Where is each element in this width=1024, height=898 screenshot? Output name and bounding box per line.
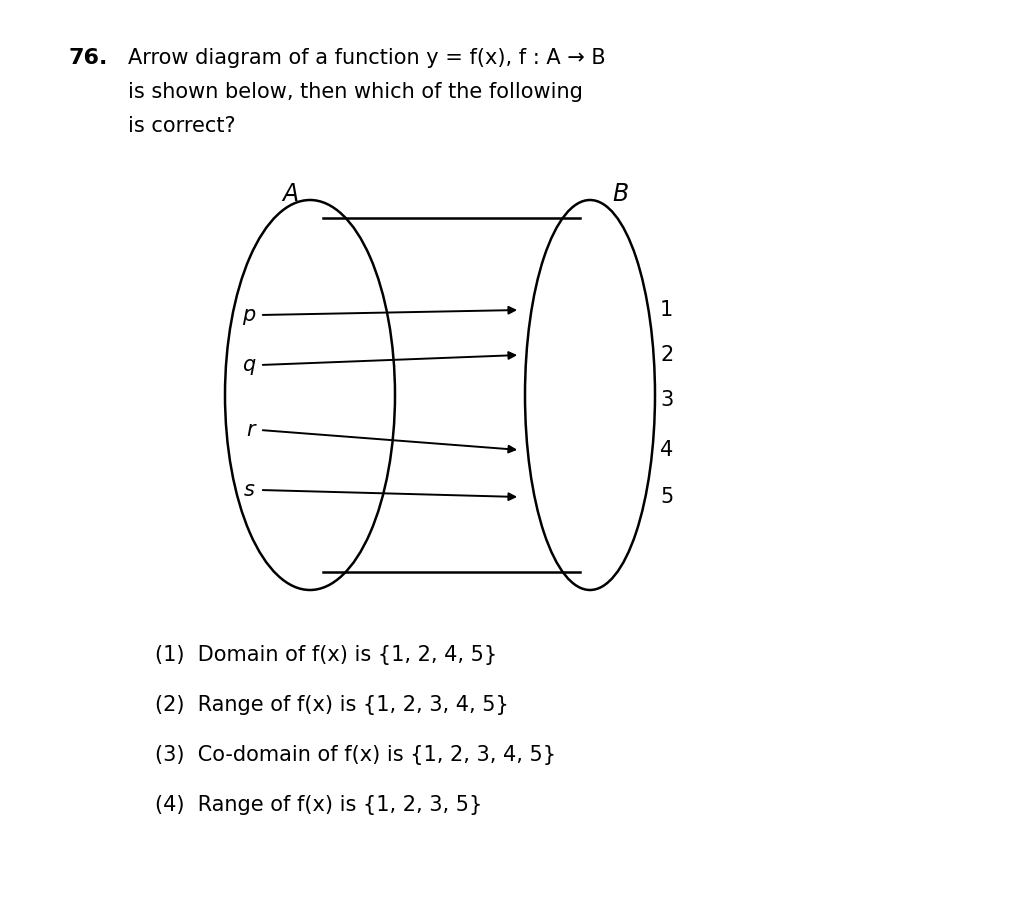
Text: (1)  Domain of f(x) is {1, 2, 4, 5}: (1) Domain of f(x) is {1, 2, 4, 5} — [155, 645, 497, 665]
Text: (4)  Range of f(x) is {1, 2, 3, 5}: (4) Range of f(x) is {1, 2, 3, 5} — [155, 795, 482, 815]
Text: 5: 5 — [660, 487, 673, 507]
Text: p: p — [242, 305, 255, 325]
Text: B: B — [612, 182, 628, 206]
Text: q: q — [242, 355, 255, 375]
Text: 1: 1 — [660, 300, 673, 320]
Text: (2)  Range of f(x) is {1, 2, 3, 4, 5}: (2) Range of f(x) is {1, 2, 3, 4, 5} — [155, 695, 509, 715]
Text: 2: 2 — [660, 345, 673, 365]
Text: (3)  Co-domain of f(x) is {1, 2, 3, 4, 5}: (3) Co-domain of f(x) is {1, 2, 3, 4, 5} — [155, 745, 556, 765]
Text: s: s — [244, 480, 255, 500]
Text: Arrow diagram of a function y = f(x), f : A → B: Arrow diagram of a function y = f(x), f … — [128, 48, 605, 68]
Text: is correct?: is correct? — [128, 116, 236, 136]
Text: r: r — [247, 420, 255, 440]
Text: 3: 3 — [660, 390, 673, 410]
Text: 76.: 76. — [68, 48, 108, 68]
Text: is shown below, then which of the following: is shown below, then which of the follow… — [128, 82, 583, 102]
Text: A: A — [282, 182, 298, 206]
Text: 4: 4 — [660, 440, 673, 460]
